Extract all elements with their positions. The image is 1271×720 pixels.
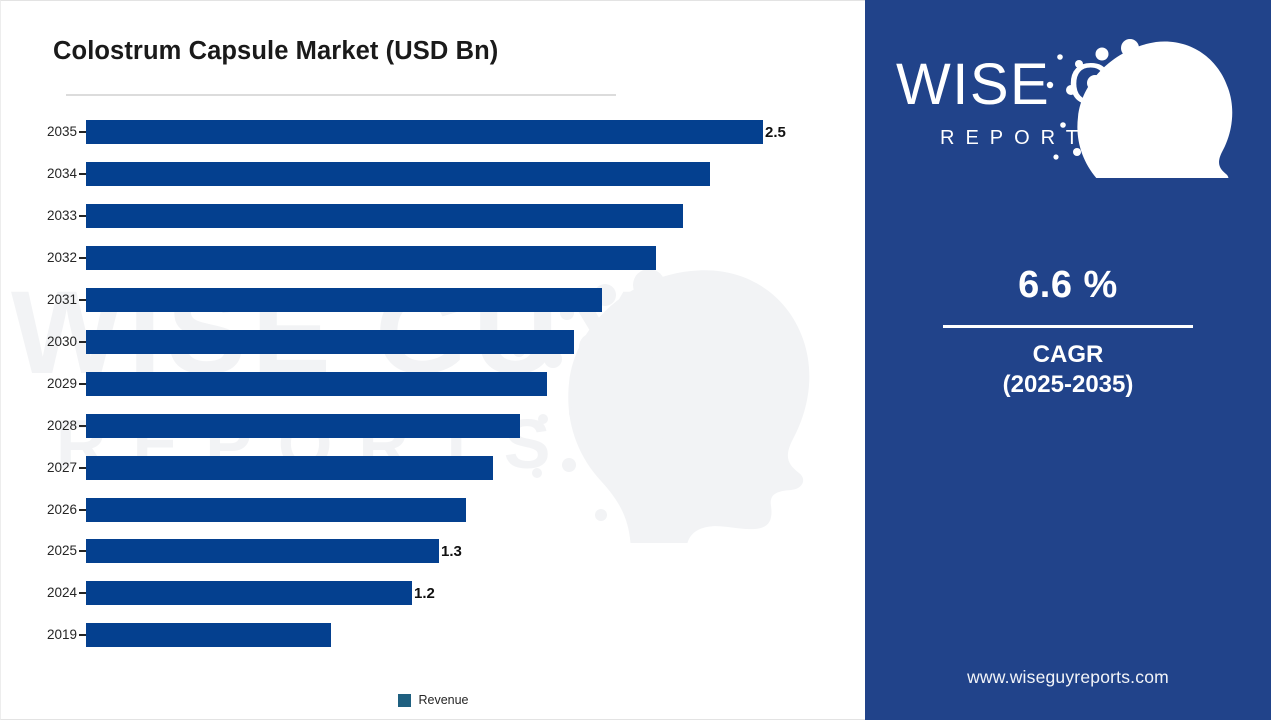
chart-row: 2019 — [1, 623, 865, 647]
bar-2028[interactable] — [86, 414, 520, 438]
y-axis-tick-mark — [79, 215, 86, 217]
y-axis-tick-label: 2033 — [46, 208, 77, 223]
bar-value-label: 1.2 — [414, 585, 435, 602]
cagr-divider — [943, 325, 1193, 328]
y-axis-tick-mark — [79, 425, 86, 427]
y-axis-tick-mark — [79, 383, 86, 385]
legend-swatch-revenue — [398, 693, 412, 707]
page-title: Colostrum Capsule Market (USD Bn) — [53, 37, 499, 65]
bar-2034[interactable] — [86, 162, 710, 186]
y-axis-tick-mark — [79, 509, 86, 511]
chart-row: 2025 1.3 — [1, 539, 865, 563]
bar-2019[interactable] — [86, 623, 331, 647]
bar-2027[interactable] — [86, 456, 493, 480]
cagr-caption-line1: CAGR — [1032, 341, 1104, 368]
wise-guy-reports-logo-icon: WISE GUY REPORTS — [896, 39, 1233, 178]
svg-text:REPORTS: REPORTS — [940, 127, 1113, 149]
y-axis-tick-mark — [79, 173, 86, 175]
chart-row: 2030 — [1, 330, 865, 354]
y-axis-tick-mark — [79, 131, 86, 133]
bar-2031[interactable] — [86, 288, 602, 312]
bar-2029[interactable] — [86, 372, 547, 396]
y-axis-tick-mark — [79, 634, 86, 636]
cagr-value: 6.6 % — [1018, 264, 1118, 306]
chart-row: 2027 — [1, 456, 865, 480]
y-axis-tick-label: 2025 — [46, 543, 77, 558]
bar-2035[interactable] — [86, 120, 763, 144]
y-axis-tick-label: 2024 — [46, 585, 77, 600]
y-axis-tick-label: 2034 — [46, 166, 77, 181]
bar-value-label: 1.3 — [441, 543, 462, 560]
bar-2024[interactable] — [86, 581, 412, 605]
chart-row: 2034 — [1, 162, 865, 186]
y-axis-tick-label: 2019 — [46, 627, 77, 642]
bar-2026[interactable] — [86, 498, 466, 522]
brand-panel: WISE GUY REPORTS — [865, 0, 1271, 720]
y-axis-tick-label: 2031 — [46, 292, 77, 307]
chart-row: 2031 — [1, 288, 865, 312]
bar-chart-plot-area: 2035 2.5 2034 2033 2032 — [1, 113, 865, 653]
chart-row: 2035 2.5 — [1, 120, 865, 144]
brand-logo: WISE GUY REPORTS — [865, 28, 1271, 178]
chart-row: 2026 — [1, 498, 865, 522]
title-divider — [66, 94, 616, 96]
y-axis-tick-label: 2030 — [46, 334, 77, 349]
y-axis-tick-mark — [79, 299, 86, 301]
brand-website-url[interactable]: www.wiseguyreports.com — [967, 667, 1169, 687]
y-axis-tick-label: 2028 — [46, 418, 77, 433]
chart-legend[interactable]: Revenue — [1, 693, 865, 707]
cagr-caption: CAGR (2025-2035) — [865, 340, 1271, 400]
bar-value-label: 2.5 — [765, 124, 786, 141]
y-axis-tick-label: 2026 — [46, 502, 77, 517]
y-axis-tick-mark — [79, 341, 86, 343]
bar-2025[interactable] — [86, 539, 439, 563]
chart-row: 2024 1.2 — [1, 581, 865, 605]
bar-2030[interactable] — [86, 330, 574, 354]
chart-row: 2033 — [1, 204, 865, 228]
y-axis-tick-mark — [79, 550, 86, 552]
legend-item-label: Revenue — [418, 693, 469, 707]
bar-2033[interactable] — [86, 204, 683, 228]
chart-panel: WISE GUY REPORTS Colostrum Capsule Marke — [0, 0, 865, 720]
y-axis-tick-label: 2029 — [46, 376, 77, 391]
y-axis-tick-label: 2027 — [46, 460, 77, 475]
cagr-caption-line2: (2025-2035) — [1002, 371, 1134, 398]
chart-row: 2032 — [1, 246, 865, 270]
bar-2032[interactable] — [86, 246, 656, 270]
chart-row: 2028 — [1, 414, 865, 438]
y-axis-tick-mark — [79, 467, 86, 469]
y-axis-tick-mark — [79, 592, 86, 594]
chart-row: 2029 — [1, 372, 865, 396]
y-axis-tick-label: 2035 — [46, 124, 77, 139]
y-axis-tick-mark — [79, 257, 86, 259]
y-axis-tick-label: 2032 — [46, 250, 77, 265]
